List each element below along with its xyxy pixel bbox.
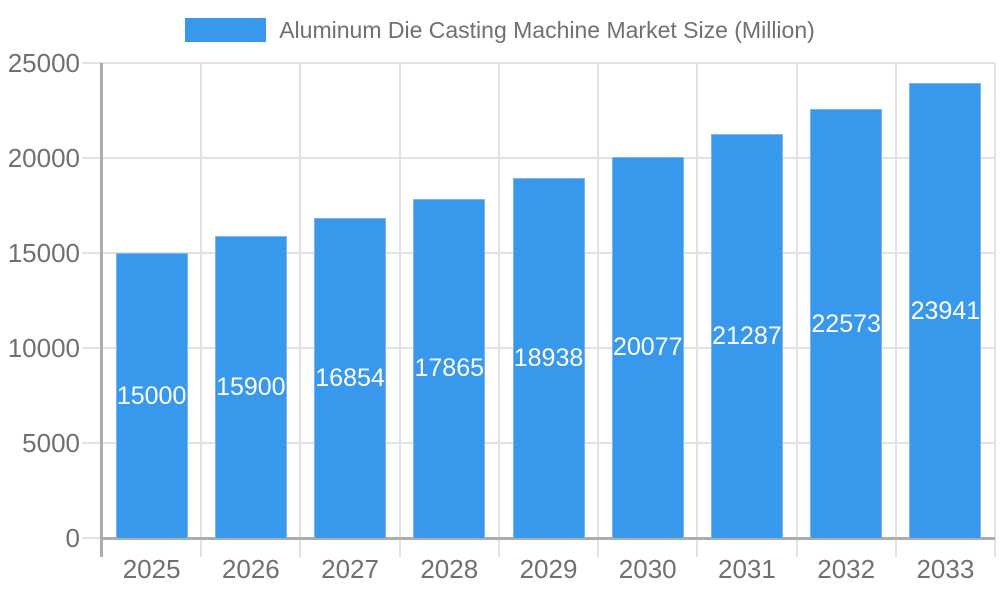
y-axis-tick	[82, 252, 102, 254]
x-axis-tick-label: 2029	[519, 554, 578, 584]
x-gridline	[497, 63, 500, 538]
bar-2025[interactable]: 15000	[115, 253, 188, 538]
y-axis-tick	[82, 157, 102, 159]
x-axis-tick-label: 2033	[916, 554, 975, 584]
x-axis-tick-label: 2031	[718, 554, 776, 584]
y-axis-tick-label: 20000	[7, 143, 80, 173]
x-gridline	[597, 63, 600, 538]
y-axis-tick	[82, 537, 102, 539]
x-axis-tick	[497, 538, 500, 557]
x-gridline	[200, 63, 203, 538]
bar-value-label: 17865	[414, 354, 485, 383]
bar-2027[interactable]: 16854	[314, 217, 387, 538]
x-axis-tick	[894, 538, 897, 557]
chart-legend[interactable]: Aluminum Die Casting Machine Market Size…	[0, 16, 1000, 44]
x-axis-tick-label: 2027	[321, 554, 379, 584]
bar-2030[interactable]: 20077	[611, 156, 684, 538]
x-gridline	[994, 63, 996, 538]
y-axis-tick-label: 15000	[7, 238, 80, 268]
x-axis-tick-label: 2025	[122, 554, 181, 584]
bar-2032[interactable]: 22573	[810, 109, 883, 538]
y-axis-tick-label: 5000	[22, 428, 80, 458]
x-axis-tick	[299, 538, 302, 557]
bar-value-label: 23941	[910, 296, 981, 325]
x-axis-tick-label: 2026	[221, 554, 280, 584]
y-axis-tick-label: 0	[65, 523, 80, 553]
x-gridline	[894, 63, 897, 538]
bar-value-label: 15000	[116, 381, 187, 410]
legend-label: Aluminum Die Casting Machine Market Size…	[279, 16, 815, 43]
bar-2028[interactable]: 17865	[413, 198, 486, 538]
x-gridline	[795, 63, 798, 538]
bar-2031[interactable]: 21287	[710, 133, 783, 538]
y-axis-line	[100, 63, 103, 557]
y-gridline	[102, 157, 995, 159]
x-axis-line	[100, 537, 995, 540]
bar-value-label: 22573	[811, 309, 881, 338]
x-axis-tick-label: 2028	[420, 554, 479, 584]
y-axis-tick	[82, 442, 102, 444]
bar-value-label: 20077	[612, 333, 683, 362]
bar-value-label: 21287	[712, 321, 782, 350]
y-axis-tick	[82, 62, 102, 64]
legend-swatch-icon	[185, 18, 267, 42]
bar-value-label: 16854	[315, 363, 385, 392]
bar-2033[interactable]: 23941	[909, 83, 982, 538]
y-gridline	[102, 62, 995, 64]
x-axis-tick-label: 2032	[817, 554, 876, 584]
y-axis-tick-label: 25000	[7, 48, 80, 78]
x-gridline	[398, 63, 401, 538]
x-axis-tick	[597, 538, 600, 557]
x-gridline	[696, 63, 699, 538]
x-axis-tick	[200, 538, 203, 557]
x-gridline	[299, 63, 302, 538]
bar-value-label: 15900	[216, 372, 286, 401]
x-axis-tick	[696, 538, 699, 557]
bar-2026[interactable]: 15900	[214, 235, 287, 538]
y-axis-tick	[82, 347, 102, 349]
x-axis-tick	[795, 538, 798, 557]
x-axis-tick-label: 2030	[618, 554, 677, 584]
x-axis-tick	[398, 538, 401, 557]
bar-2029[interactable]: 18938	[512, 178, 585, 538]
bar-value-label: 18938	[513, 344, 584, 373]
y-axis-tick-label: 10000	[7, 333, 80, 363]
x-axis-tick	[994, 538, 996, 557]
